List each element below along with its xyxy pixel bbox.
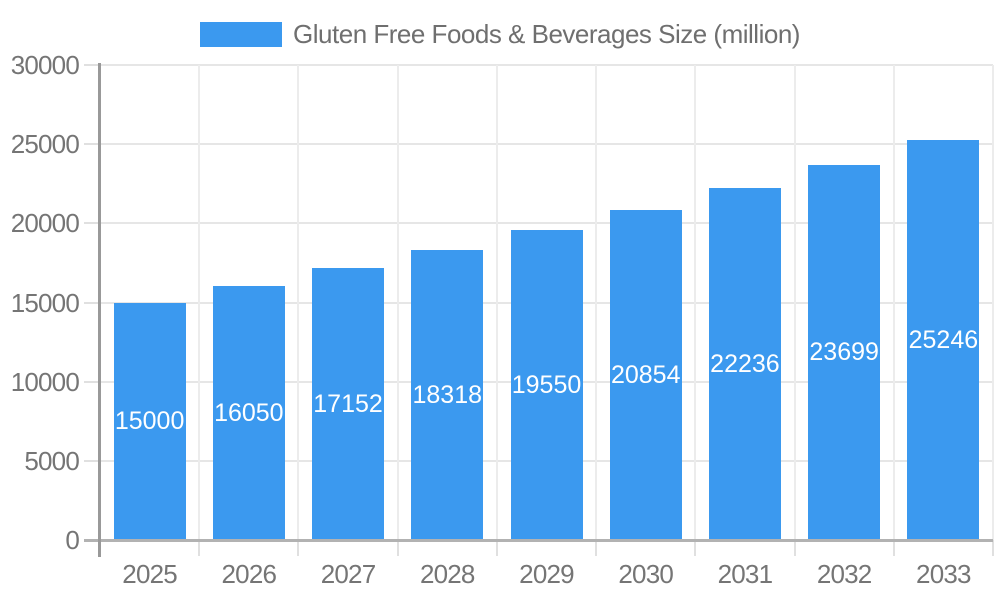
legend-swatch-icon: [200, 22, 283, 47]
y-axis-tick-label: 30000: [10, 50, 80, 80]
x-axis-label: 2025: [122, 559, 177, 589]
y-axis-tick-label: 25000: [10, 129, 80, 160]
x-axis-tick: [297, 540, 300, 556]
y-axis-tick-label: 5000: [24, 445, 79, 476]
bar-value-label: 17152: [313, 390, 383, 419]
x-axis-tick: [198, 540, 201, 556]
x-axis-tick: [495, 540, 498, 556]
y-axis-tick-label: 0: [65, 525, 79, 555]
bar[interactable]: [312, 268, 385, 540]
x-axis-label: 2032: [816, 559, 872, 589]
h-gridline: [100, 143, 993, 146]
h-gridline: [100, 64, 993, 66]
x-axis-label: 2029: [519, 559, 574, 589]
legend-item[interactable]: Gluten Free Foods & Beverages Size (mill…: [0, 19, 1000, 50]
bar[interactable]: [808, 164, 881, 540]
bar-value-label: 22236: [710, 349, 780, 378]
v-gridline: [992, 65, 994, 540]
x-axis-tick: [892, 540, 895, 556]
y-axis-tick-label: 20000: [10, 208, 80, 239]
y-axis-tick: [84, 380, 98, 383]
x-axis-label: 2033: [916, 559, 971, 589]
y-axis-tick: [84, 64, 98, 66]
bar[interactable]: [113, 302, 186, 540]
v-gridline: [495, 65, 498, 540]
legend-label: Gluten Free Foods & Beverages Size (mill…: [293, 19, 800, 49]
x-axis-tick: [793, 540, 796, 556]
bar-value-label: 15000: [114, 407, 185, 436]
bar[interactable]: [708, 187, 781, 540]
bar[interactable]: [411, 249, 484, 540]
bar-value-label: 25246: [908, 326, 979, 355]
y-axis-tick: [84, 301, 98, 304]
x-axis-tick: [992, 540, 994, 556]
v-gridline: [396, 65, 399, 540]
y-axis-tick: [84, 222, 98, 225]
v-gridline: [892, 65, 895, 540]
v-gridline: [297, 65, 300, 540]
x-axis-label: 2026: [221, 559, 277, 589]
h-gridline: [100, 222, 993, 225]
v-gridline: [198, 65, 201, 540]
x-axis-label: 2031: [717, 559, 773, 589]
bar-value-label: 19550: [511, 371, 582, 400]
bar-value-label: 16050: [214, 398, 284, 427]
x-axis-label: 2027: [320, 559, 376, 589]
x-axis-tick: [694, 540, 697, 556]
v-gridline: [595, 65, 598, 540]
y-axis-tick: [84, 143, 98, 146]
v-gridline: [793, 65, 796, 540]
y-axis-line: [98, 63, 101, 557]
v-gridline: [694, 65, 697, 540]
x-axis-line: [84, 538, 993, 542]
bar[interactable]: [212, 285, 285, 540]
y-axis-tick: [84, 459, 98, 462]
bar[interactable]: [907, 140, 980, 540]
x-axis-label: 2028: [419, 559, 475, 589]
x-axis-tick: [396, 540, 399, 556]
y-axis-tick-label: 15000: [10, 287, 80, 318]
bar[interactable]: [510, 230, 583, 540]
x-axis-label: 2030: [618, 559, 674, 589]
bar-value-label: 18318: [412, 380, 483, 409]
x-axis-tick: [595, 540, 598, 556]
bar-value-label: 20854: [610, 360, 681, 389]
bar[interactable]: [609, 209, 682, 540]
y-axis-tick-label: 10000: [10, 366, 80, 397]
bar-value-label: 23699: [809, 338, 879, 367]
